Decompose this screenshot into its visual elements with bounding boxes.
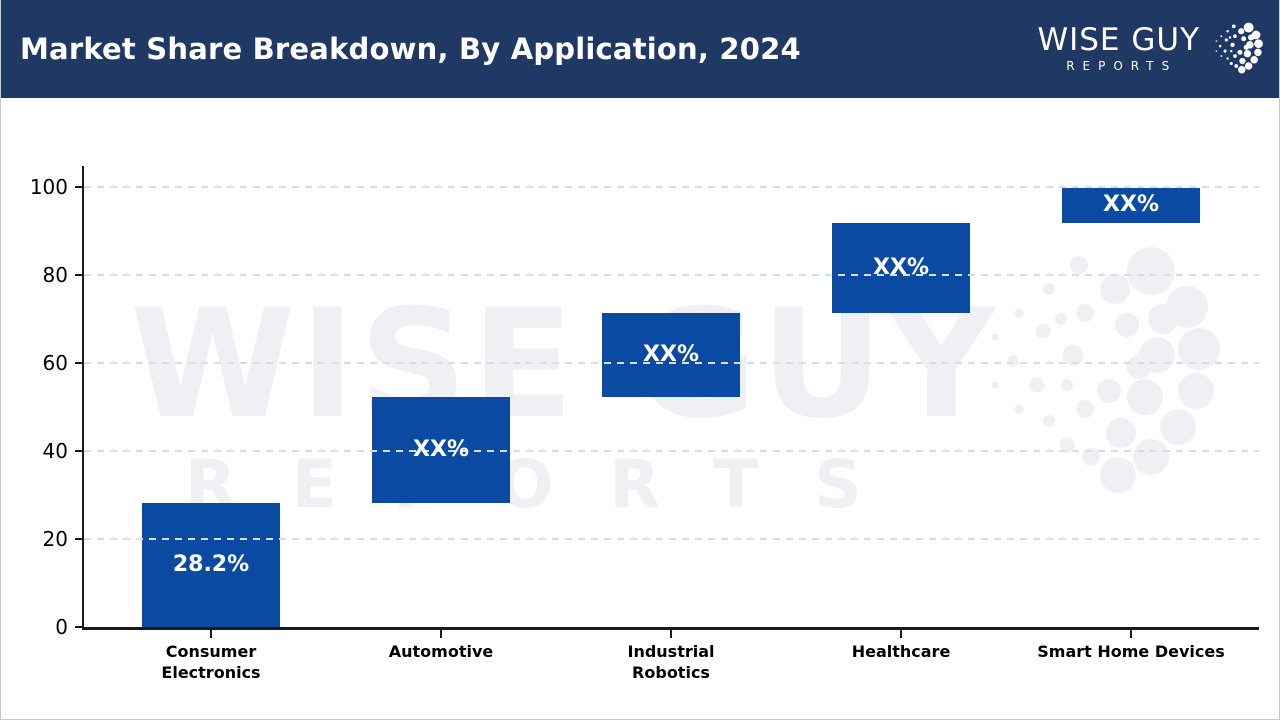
x-tick-mark xyxy=(440,630,442,638)
y-tick-mark xyxy=(75,538,84,540)
gridline xyxy=(84,186,1259,188)
y-tick-label: 80 xyxy=(42,263,68,287)
x-category-label-line: Smart Home Devices xyxy=(1037,642,1225,661)
page-title: Market Share Breakdown, By Application, … xyxy=(20,32,801,66)
bar-consumer xyxy=(142,502,280,627)
y-tick-label: 0 xyxy=(55,615,68,639)
x-category-label: Automotive xyxy=(326,641,556,662)
y-tick-label: 100 xyxy=(29,175,68,199)
x-category-label-line: Industrial xyxy=(627,642,715,661)
logo-wordmark: WISE GUY xyxy=(1037,21,1200,58)
x-category-label-line: Electronics xyxy=(161,663,261,682)
y-tick-label: 60 xyxy=(42,351,68,375)
y-tick-mark xyxy=(75,450,84,452)
bar-value-label: XX% xyxy=(413,436,469,462)
x-category-label-line: Automotive xyxy=(388,642,494,661)
y-tick-mark xyxy=(75,186,84,188)
gridline xyxy=(84,538,1259,540)
x-tick-mark xyxy=(1130,630,1132,638)
gridline xyxy=(84,450,1259,452)
x-category-label: Industrial Robotics xyxy=(556,641,786,683)
y-tick-label: 40 xyxy=(42,439,68,463)
y-tick-mark xyxy=(75,626,84,628)
x-category-label-line: Consumer xyxy=(165,642,257,661)
bar-healthcare xyxy=(832,223,970,313)
bar-smart-home-devices xyxy=(1062,187,1200,224)
y-tick-mark xyxy=(75,274,84,276)
x-tick-mark xyxy=(670,630,672,638)
x-axis-line xyxy=(82,627,1259,630)
gridline xyxy=(84,274,1259,276)
logo-head-icon xyxy=(1215,22,1263,74)
x-tick-mark xyxy=(900,630,902,638)
x-category-label-line: Robotics xyxy=(632,663,710,682)
logo-text: WISE GUY REPORTS xyxy=(1037,23,1200,73)
y-tick-label: 20 xyxy=(42,527,68,551)
x-category-label: Healthcare xyxy=(786,641,1016,662)
bar-value-label: XX% xyxy=(1103,192,1159,218)
bar-value-label: XX% xyxy=(873,254,929,280)
x-category-label: Smart Home Devices xyxy=(1016,641,1246,662)
gridline xyxy=(84,362,1259,364)
y-axis-line xyxy=(82,166,84,630)
bar-industrial xyxy=(602,312,740,397)
bar-automotive xyxy=(372,396,510,503)
logo-subtitle: REPORTS xyxy=(1066,59,1178,74)
y-tick-mark xyxy=(75,362,84,364)
wiseguy-logo: WISE GUY REPORTS xyxy=(1037,8,1266,88)
bar-value-label: XX% xyxy=(643,341,699,367)
header-bar: Market Share Breakdown, By Application, … xyxy=(0,0,1280,98)
x-category-label: Consumer Electronics xyxy=(96,641,326,683)
x-tick-mark xyxy=(210,630,212,638)
bar-value-label: 28.2% xyxy=(172,551,250,577)
x-category-label-line: Healthcare xyxy=(851,642,951,661)
